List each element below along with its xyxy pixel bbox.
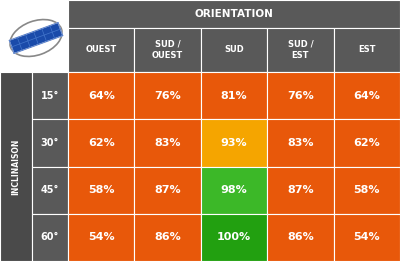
Bar bbox=[134, 72, 201, 119]
Text: 62%: 62% bbox=[354, 138, 380, 148]
Text: ORIENTATION: ORIENTATION bbox=[194, 9, 274, 19]
Bar bbox=[68, 0, 400, 28]
Bar bbox=[267, 28, 334, 72]
Text: 86%: 86% bbox=[154, 232, 181, 242]
Bar bbox=[134, 167, 201, 214]
Bar bbox=[334, 119, 400, 167]
Text: 58%: 58% bbox=[88, 185, 114, 195]
Text: 76%: 76% bbox=[287, 91, 314, 101]
Text: 54%: 54% bbox=[88, 232, 114, 242]
Text: 45°: 45° bbox=[41, 185, 59, 195]
Bar bbox=[201, 72, 267, 119]
Bar bbox=[68, 214, 134, 261]
Text: 81%: 81% bbox=[221, 91, 247, 101]
Bar bbox=[334, 167, 400, 214]
Bar bbox=[267, 119, 334, 167]
Text: SUD /
OUEST: SUD / OUEST bbox=[152, 40, 183, 60]
Bar bbox=[201, 119, 267, 167]
Bar bbox=[334, 72, 400, 119]
Bar bbox=[334, 214, 400, 261]
Text: SUD /
EST: SUD / EST bbox=[288, 40, 313, 60]
Bar bbox=[32, 72, 68, 119]
Bar bbox=[201, 214, 267, 261]
Bar bbox=[134, 214, 201, 261]
Bar bbox=[32, 214, 68, 261]
Bar bbox=[201, 28, 267, 72]
Bar bbox=[134, 119, 201, 167]
Bar bbox=[0, 72, 32, 261]
Bar bbox=[267, 214, 334, 261]
Bar bbox=[267, 167, 334, 214]
Text: OUEST: OUEST bbox=[86, 45, 117, 55]
Text: INCLINAISON: INCLINAISON bbox=[12, 138, 20, 195]
Text: 62%: 62% bbox=[88, 138, 114, 148]
Bar bbox=[68, 119, 134, 167]
Text: 76%: 76% bbox=[154, 91, 181, 101]
Bar bbox=[68, 28, 134, 72]
Text: 58%: 58% bbox=[354, 185, 380, 195]
Text: 98%: 98% bbox=[221, 185, 247, 195]
Text: 100%: 100% bbox=[217, 232, 251, 242]
Text: 83%: 83% bbox=[287, 138, 314, 148]
Bar bbox=[134, 28, 201, 72]
Bar bbox=[267, 72, 334, 119]
Text: EST: EST bbox=[358, 45, 376, 55]
Text: SUD: SUD bbox=[224, 45, 244, 55]
Text: 86%: 86% bbox=[287, 232, 314, 242]
Bar bbox=[0, 0, 68, 72]
Text: 30°: 30° bbox=[41, 138, 59, 148]
Polygon shape bbox=[9, 22, 63, 54]
Bar bbox=[68, 72, 134, 119]
Text: 15°: 15° bbox=[41, 91, 59, 101]
Bar bbox=[32, 167, 68, 214]
Text: 87%: 87% bbox=[287, 185, 314, 195]
Bar bbox=[68, 167, 134, 214]
Bar bbox=[201, 167, 267, 214]
Text: 60°: 60° bbox=[41, 232, 59, 242]
Text: 64%: 64% bbox=[88, 91, 115, 101]
Text: 87%: 87% bbox=[154, 185, 181, 195]
Text: 93%: 93% bbox=[221, 138, 247, 148]
Text: 64%: 64% bbox=[353, 91, 380, 101]
Text: 83%: 83% bbox=[154, 138, 181, 148]
Text: 54%: 54% bbox=[354, 232, 380, 242]
Bar bbox=[32, 119, 68, 167]
Bar bbox=[334, 28, 400, 72]
